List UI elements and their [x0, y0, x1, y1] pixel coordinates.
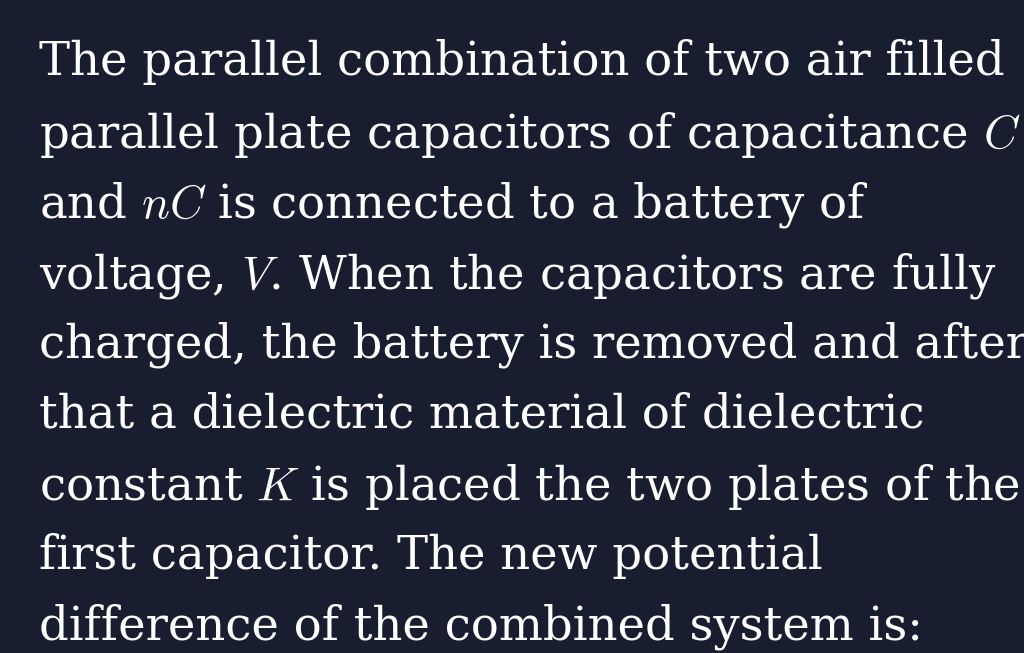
Text: parallel plate capacitors of capacitance $\mathit{C}$: parallel plate capacitors of capacitance…	[39, 110, 1021, 160]
Text: difference of the combined system is:: difference of the combined system is:	[39, 603, 923, 650]
Text: and $\mathit{nC}$ is connected to a battery of: and $\mathit{nC}$ is connected to a batt…	[39, 180, 868, 231]
Text: first capacitor. The new potential: first capacitor. The new potential	[39, 533, 822, 579]
Text: charged, the battery is removed and after: charged, the battery is removed and afte…	[39, 321, 1024, 368]
Text: The parallel combination of two air filled: The parallel combination of two air fill…	[39, 39, 1005, 85]
Text: voltage, $\mathit{V}$. When the capacitors are fully: voltage, $\mathit{V}$. When the capacito…	[39, 251, 996, 301]
Text: constant $\mathit{K}$ is placed the two plates of the: constant $\mathit{K}$ is placed the two …	[39, 462, 1020, 513]
Text: that a dielectric material of dielectric: that a dielectric material of dielectric	[39, 392, 925, 437]
